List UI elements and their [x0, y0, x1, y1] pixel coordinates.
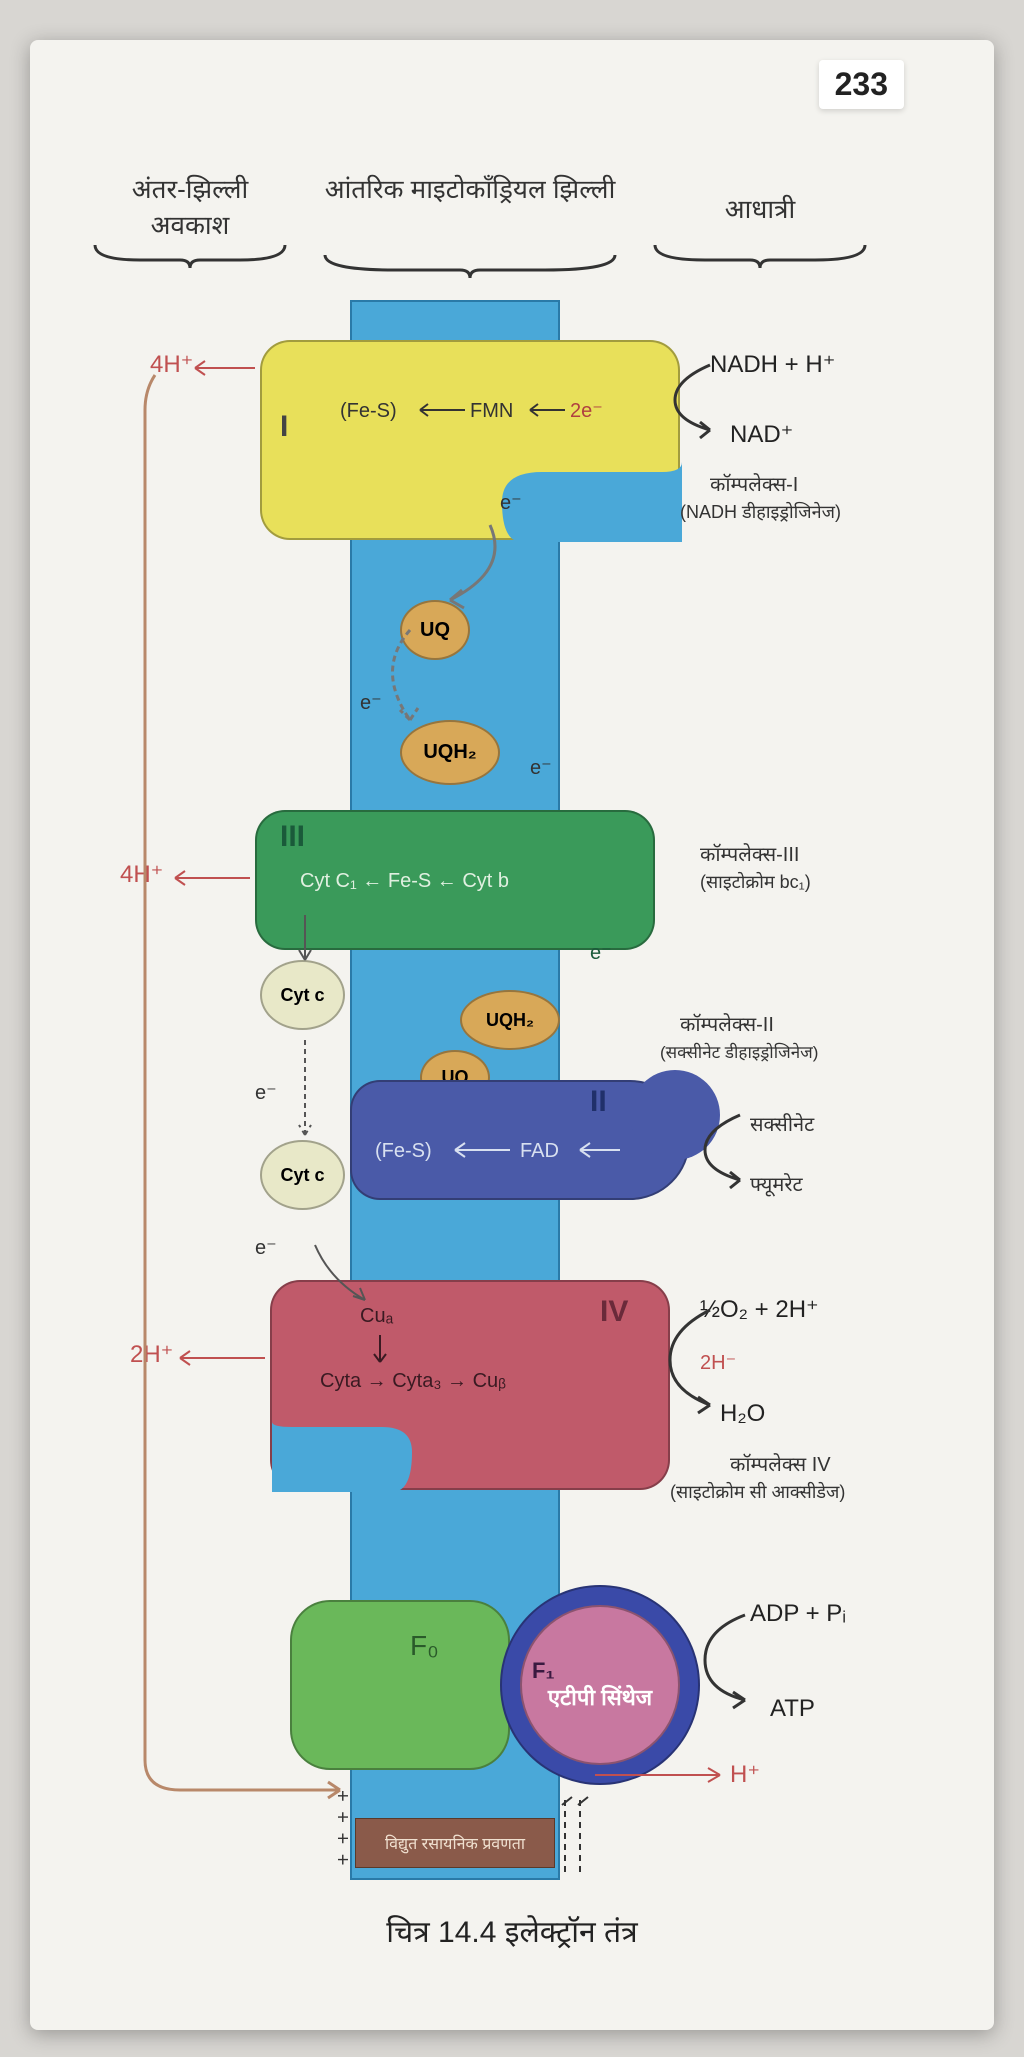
uq-cycle-arrows [370, 510, 530, 740]
brace-right [650, 240, 870, 270]
arrow-h-out [590, 1765, 730, 1785]
atp-label: ATP [770, 1695, 815, 1723]
complex3-e: e⁻ [590, 940, 612, 965]
header-left: अंतर-झिल्ली अवकाश [90, 170, 290, 242]
o2-h2o-arrow [665, 1305, 720, 1415]
arrow-fmn-fes [410, 400, 470, 420]
complex2-sub: (सक्सीनेट डीहाइड्रोजिनेज) [660, 1040, 818, 1063]
gradient-dash [560, 1795, 600, 1885]
f0-label: F₀ [410, 1630, 439, 1662]
brace-left [90, 240, 290, 270]
gradient-box: विद्युत रसायनिक प्रवणता [355, 1818, 555, 1868]
complex3-name: कॉम्पलेक्स-III [700, 840, 799, 867]
arrow-into-fad [575, 1140, 625, 1160]
adp-label: ADP + Pᵢ [750, 1600, 846, 1628]
complex4-sub: (साइटोक्रोम सी आक्सीडेज) [670, 1480, 845, 1504]
complex2-roman: II [590, 1085, 607, 1119]
cua-down [370, 1330, 390, 1370]
adp-atp-arrow [700, 1610, 760, 1710]
margin-text [30, 40, 70, 2030]
arrow-fad-fes [450, 1140, 515, 1160]
h2o-label: H₂O [720, 1400, 765, 1428]
uqh2-2: UQH₂ [460, 990, 560, 1050]
complex2-fad: FAD [520, 1140, 559, 1163]
complex1-2e: 2e⁻ [570, 398, 603, 423]
arrow-2e-fmn [525, 400, 570, 420]
uqh-e: e⁻ [530, 755, 552, 780]
figure-caption: चित्र 14.4 इलेक्ट्रॉन तंत्र [30, 1910, 994, 1951]
complex1-fmn: FMN [470, 400, 513, 423]
h-out: H⁺ [730, 1760, 760, 1789]
h-return-path [140, 370, 350, 1800]
complex3-sub: (साइटोक्रोम bc₁) [700, 870, 811, 894]
f1-label: F₁ [532, 1658, 555, 1684]
header-right: आधात्री [670, 190, 850, 226]
complex1-name: कॉम्पलेक्स-I [710, 470, 798, 497]
page: 233 अंतर-झिल्ली अवकाश आंतरिक माइटोकॉंड्र… [30, 40, 994, 2030]
complex2-fes: (Fe-S) [375, 1140, 432, 1163]
f1-inner: F₁ एटीपी सिंथेज [520, 1605, 680, 1765]
complex1-sub: (NADH डीहाइड्रोजिनेज) [680, 500, 841, 524]
fumarate: फ्यूमरेट [750, 1170, 803, 1197]
complex4-roman: IV [600, 1295, 628, 1329]
complex4-name: कॉम्पलेक्स IV [730, 1450, 831, 1477]
brace-center [320, 250, 620, 280]
succ-fum-arrow [700, 1110, 750, 1190]
atp-synthase-label: एटीपी सिंथेज [548, 1684, 652, 1713]
header-center: आंतरिक माइटोकॉंड्रियल झिल्ली [320, 170, 620, 206]
succinate: सक्सीनेट [750, 1110, 814, 1137]
complex2-name: कॉम्पलेक्स-II [680, 1010, 774, 1037]
plus-signs: + + + + [330, 1790, 353, 1867]
nad-label: NAD⁺ [730, 420, 793, 449]
nadh-arrow [670, 360, 730, 440]
page-number: 233 [819, 60, 904, 109]
uq-e: e⁻ [360, 690, 382, 715]
